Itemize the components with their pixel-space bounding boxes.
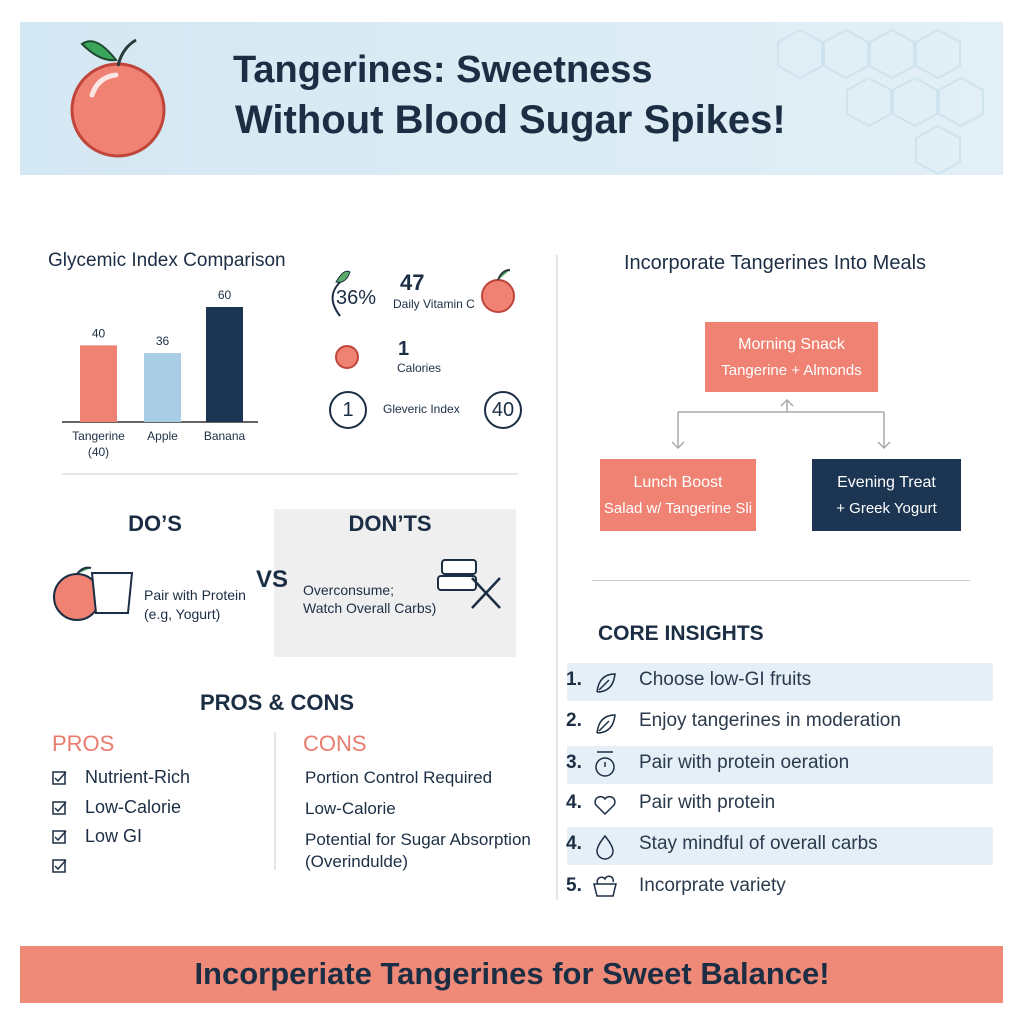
badge-text: 1 (342, 399, 354, 421)
meal-node: Morning Snack Tangerine + Almonds (705, 322, 878, 392)
bar-value-label: 40 (92, 326, 106, 340)
stat-icons (62, 255, 558, 900)
insight-text: Choose low-GI fruits (639, 669, 812, 690)
do-text: Pair with Protein (144, 587, 246, 603)
x-tick-label-box: Apple (147, 429, 178, 443)
meals-title: Incorporate Tangerines Into Meals (623, 252, 927, 274)
insights-title: CORE INSIGHTS (598, 622, 764, 645)
stat-label: Calories (397, 361, 442, 375)
insight-number: 5. (566, 875, 582, 896)
insight-number: 4. (566, 792, 582, 813)
insight-text: Incorprate variety (639, 875, 786, 896)
badge-text: 40 (491, 399, 515, 421)
meal-node: Lunch Boost Salad w/ Tangerine Sli (600, 459, 756, 531)
bar (206, 307, 243, 422)
insight-number: 2. (566, 710, 582, 731)
bar (80, 345, 117, 422)
dont-text: Watch Overall Carbs) (303, 600, 437, 616)
insight-icons (593, 673, 617, 897)
pro-item: Low GI (85, 826, 143, 846)
title-line: Tangerines: Sweetness (233, 49, 653, 91)
row-shade (567, 827, 993, 865)
divider (592, 580, 970, 581)
pro-item: Nutrient-Rich (85, 767, 191, 787)
insight-number: 4. (566, 833, 582, 854)
insight-text: Stay mindful of overall carbs (639, 833, 878, 854)
yogurt-icon (90, 572, 134, 614)
con-item: Low-Calorie (305, 799, 396, 818)
insight-number: 3. (566, 752, 582, 773)
meal-detail: Tangerine + Almonds (721, 361, 862, 379)
stat-value: 36% (336, 287, 377, 309)
stat-label: Daily Vitamin C (393, 297, 475, 311)
x-tick-label: Banana (203, 429, 246, 443)
donts-title: DON’TS (348, 511, 432, 536)
cracker-icon (441, 559, 477, 575)
chart-title: Glycemic Index Comparison (48, 250, 286, 271)
meal-node: Evening Treat + Greek Yogurt (812, 459, 961, 531)
con-item: (Overindulde) (305, 852, 408, 871)
bar-chart: 40 Tangerine (40) 36 Apple 60 Banana (62, 288, 258, 460)
x-tick-label-box: Tangerine (40) (72, 429, 125, 460)
meal-label: Lunch Boost (633, 473, 723, 491)
meal-label: Morning Snack (738, 335, 845, 353)
apple-leaf (497, 269, 511, 281)
cross-icon (471, 577, 501, 609)
badge-circle (484, 391, 522, 429)
con-item: Portion Control Required (305, 768, 493, 787)
pros-cons-title: PROS & CONS (199, 690, 355, 715)
row-shade (567, 663, 993, 701)
cons-title: CONS (303, 731, 367, 756)
con-item: Potential for Sugar Absorption (305, 830, 531, 849)
footer-text: Incorperiate Tangerines for Sweet Balanc… (194, 956, 830, 991)
header-band (20, 22, 1003, 175)
bar (144, 353, 181, 422)
apple-icon (70, 38, 166, 158)
insight-number: 1. (566, 669, 582, 690)
bar-value-label: 60 (218, 288, 232, 302)
footer-band (20, 946, 1003, 1003)
title-line: Without Blood Sugar Spikes! (235, 98, 786, 142)
apple-icon (335, 345, 359, 369)
bar-value-label: 36 (156, 334, 170, 348)
vs-label: VS (256, 566, 289, 593)
dos-title: DO’S (128, 511, 182, 536)
hexagons (777, 28, 984, 176)
header-decor (70, 28, 984, 176)
row-shade (567, 746, 993, 784)
badge-circle (329, 391, 367, 429)
do-text: (e.g, Yogurt) (144, 606, 221, 622)
meal-detail: + Greek Yogurt (836, 499, 937, 517)
stat-number: 47 (400, 270, 425, 295)
insight-text: Pair with protein oeration (639, 752, 850, 773)
meal-detail: Salad w/ Tangerine Sli (603, 499, 753, 517)
leaf-icon (335, 270, 351, 283)
x-tick-label-box: Banana (203, 429, 246, 443)
pros-icons (52, 732, 276, 873)
apple-leaf (76, 566, 92, 575)
insight-text: Pair with protein (639, 792, 776, 813)
stat-label: Gleveric Index (383, 402, 460, 416)
stat-number: 1 (398, 338, 410, 360)
x-tick-label: Apple (147, 429, 178, 443)
insight-text: Enjoy tangerines in moderation (639, 710, 901, 731)
dos-icons (53, 559, 501, 621)
meal-label: Evening Treat (837, 473, 936, 491)
pros-title: PROS (52, 731, 115, 756)
checkboxes (52, 771, 67, 873)
x-tick-label: Tangerine (40) (72, 429, 125, 460)
meal-connectors (671, 398, 891, 450)
pro-item: Low-Calorie (85, 797, 182, 817)
dont-text: Overconsume; (303, 582, 395, 598)
